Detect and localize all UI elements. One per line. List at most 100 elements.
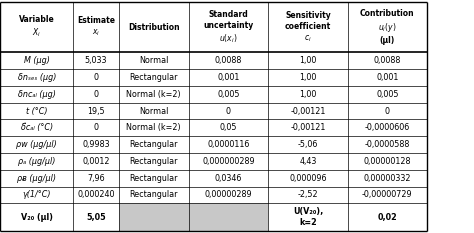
Bar bbox=[73, 170, 118, 186]
Text: 0,001: 0,001 bbox=[217, 73, 240, 82]
Bar bbox=[0, 170, 73, 186]
Bar bbox=[118, 186, 189, 203]
Bar bbox=[0, 136, 73, 153]
Bar bbox=[0, 203, 73, 231]
Text: 0,001: 0,001 bbox=[376, 73, 399, 82]
Text: ρᴃ (μg/μl): ρᴃ (μg/μl) bbox=[17, 174, 56, 183]
Text: Rectangular: Rectangular bbox=[129, 190, 178, 199]
Bar bbox=[189, 136, 268, 153]
Bar bbox=[348, 86, 427, 103]
Bar bbox=[118, 52, 189, 69]
Text: 0,000096: 0,000096 bbox=[289, 174, 327, 183]
Bar bbox=[118, 69, 189, 86]
Bar bbox=[348, 52, 427, 69]
Text: Sensitivity
coefficient
$c_i$: Sensitivity coefficient $c_i$ bbox=[285, 11, 331, 44]
Text: 0,00000332: 0,00000332 bbox=[364, 174, 411, 183]
Bar bbox=[189, 186, 268, 203]
Text: 0,9983: 0,9983 bbox=[82, 140, 110, 149]
Text: 0: 0 bbox=[93, 123, 99, 132]
Text: δ̂ᴄₐₗ (°C): δ̂ᴄₐₗ (°C) bbox=[21, 123, 53, 132]
Bar bbox=[189, 170, 268, 186]
Bar bbox=[268, 69, 348, 86]
Bar bbox=[189, 52, 268, 69]
Text: -0,0000606: -0,0000606 bbox=[365, 123, 410, 132]
Text: U(V₂₀),
k=2: U(V₂₀), k=2 bbox=[293, 207, 323, 227]
Text: 0: 0 bbox=[93, 90, 99, 99]
Text: ρₐ (μg/μl): ρₐ (μg/μl) bbox=[18, 157, 55, 166]
Text: 1,00: 1,00 bbox=[300, 73, 317, 82]
Text: Estimate
$x_i$: Estimate $x_i$ bbox=[77, 17, 115, 38]
Bar bbox=[268, 2, 348, 52]
Bar bbox=[118, 136, 189, 153]
Bar bbox=[268, 103, 348, 119]
Bar bbox=[73, 136, 118, 153]
Text: 0,05: 0,05 bbox=[220, 123, 237, 132]
Text: 0,000240: 0,000240 bbox=[77, 190, 115, 199]
Bar bbox=[118, 86, 189, 103]
Text: 0,0088: 0,0088 bbox=[374, 56, 401, 65]
Text: Rectangular: Rectangular bbox=[129, 140, 178, 149]
Bar bbox=[0, 69, 73, 86]
Bar bbox=[189, 119, 268, 136]
Text: 0,000000289: 0,000000289 bbox=[202, 157, 255, 166]
Text: 0,0346: 0,0346 bbox=[215, 174, 242, 183]
Bar bbox=[73, 86, 118, 103]
Bar bbox=[0, 86, 73, 103]
Bar bbox=[73, 203, 118, 231]
Bar bbox=[0, 153, 73, 170]
Bar bbox=[189, 69, 268, 86]
Text: 7,96: 7,96 bbox=[87, 174, 105, 183]
Text: 0,0012: 0,0012 bbox=[82, 157, 110, 166]
Bar bbox=[189, 86, 268, 103]
Text: -0,00000729: -0,00000729 bbox=[362, 190, 412, 199]
Text: Normal (k=2): Normal (k=2) bbox=[126, 90, 181, 99]
Text: Distribution: Distribution bbox=[128, 23, 179, 32]
Bar bbox=[348, 69, 427, 86]
Text: -5,06: -5,06 bbox=[298, 140, 318, 149]
Text: 0,00000289: 0,00000289 bbox=[205, 190, 252, 199]
Text: Contribution
$u_i(y)$
(μl): Contribution $u_i(y)$ (μl) bbox=[360, 9, 415, 45]
Text: δnᴄₐₗ (μg): δnᴄₐₗ (μg) bbox=[18, 90, 55, 99]
Text: 0,005: 0,005 bbox=[376, 90, 399, 99]
Bar bbox=[348, 153, 427, 170]
Bar bbox=[268, 52, 348, 69]
Bar bbox=[348, 2, 427, 52]
Bar bbox=[268, 203, 348, 231]
Bar bbox=[118, 203, 189, 231]
Text: ρᴡ (μg/μl): ρᴡ (μg/μl) bbox=[17, 140, 57, 149]
Text: M (μg): M (μg) bbox=[24, 56, 50, 65]
Text: Normal: Normal bbox=[139, 106, 168, 116]
Bar bbox=[189, 153, 268, 170]
Text: 0,005: 0,005 bbox=[217, 90, 240, 99]
Text: t (°C): t (°C) bbox=[26, 106, 47, 116]
Bar bbox=[268, 186, 348, 203]
Bar bbox=[73, 52, 118, 69]
Bar bbox=[0, 2, 73, 52]
Bar bbox=[348, 136, 427, 153]
Text: 0: 0 bbox=[93, 73, 99, 82]
Text: Rectangular: Rectangular bbox=[129, 174, 178, 183]
Bar bbox=[0, 103, 73, 119]
Text: -0,00121: -0,00121 bbox=[291, 106, 326, 116]
Bar bbox=[348, 170, 427, 186]
Text: 0,00000128: 0,00000128 bbox=[364, 157, 411, 166]
Text: 0,0088: 0,0088 bbox=[215, 56, 242, 65]
Bar bbox=[189, 103, 268, 119]
Text: 0,02: 0,02 bbox=[377, 212, 397, 222]
Bar bbox=[268, 153, 348, 170]
Bar bbox=[73, 119, 118, 136]
Text: 1,00: 1,00 bbox=[300, 90, 317, 99]
Text: 4,43: 4,43 bbox=[300, 157, 317, 166]
Bar bbox=[73, 153, 118, 170]
Text: 0,0000116: 0,0000116 bbox=[207, 140, 250, 149]
Bar bbox=[268, 119, 348, 136]
Text: γ(1/°C): γ(1/°C) bbox=[22, 190, 51, 199]
Text: Variable
$X_i$: Variable $X_i$ bbox=[19, 15, 55, 39]
Text: Rectangular: Rectangular bbox=[129, 73, 178, 82]
Bar bbox=[0, 119, 73, 136]
Text: Standard
uncertainty
$u(x_i)$: Standard uncertainty $u(x_i)$ bbox=[203, 10, 254, 45]
Bar bbox=[348, 186, 427, 203]
Text: Normal (k=2): Normal (k=2) bbox=[126, 123, 181, 132]
Text: 19,5: 19,5 bbox=[87, 106, 105, 116]
Bar bbox=[348, 203, 427, 231]
